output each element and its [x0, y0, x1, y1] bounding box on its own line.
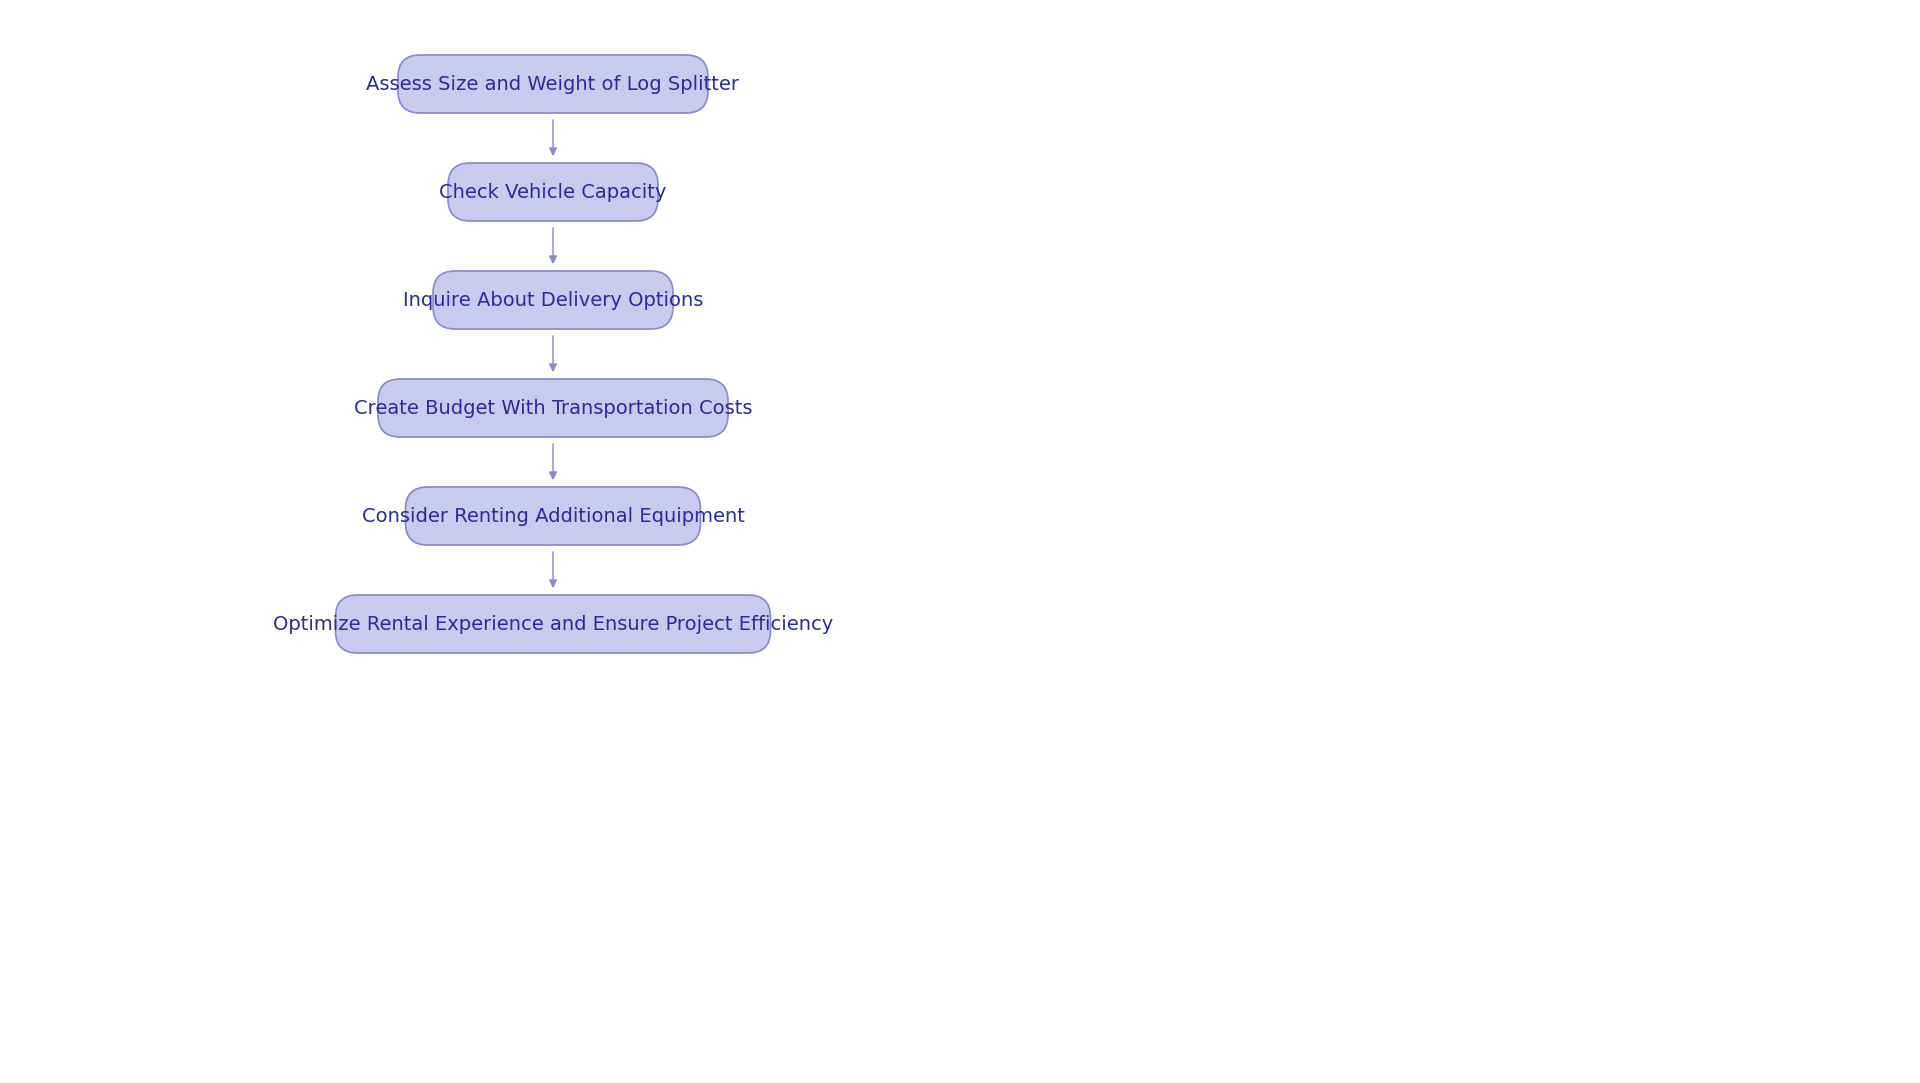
FancyBboxPatch shape — [378, 379, 728, 438]
Text: Assess Size and Weight of Log Splitter: Assess Size and Weight of Log Splitter — [367, 75, 739, 93]
Text: Create Budget With Transportation Costs: Create Budget With Transportation Costs — [353, 399, 753, 418]
FancyBboxPatch shape — [447, 164, 659, 221]
FancyBboxPatch shape — [336, 595, 770, 653]
Text: Optimize Rental Experience and Ensure Project Efficiency: Optimize Rental Experience and Ensure Pr… — [273, 614, 833, 634]
Text: Consider Renting Additional Equipment: Consider Renting Additional Equipment — [361, 507, 745, 525]
Text: Inquire About Delivery Options: Inquire About Delivery Options — [403, 290, 703, 310]
FancyBboxPatch shape — [397, 55, 708, 113]
FancyBboxPatch shape — [434, 271, 674, 329]
Text: Check Vehicle Capacity: Check Vehicle Capacity — [440, 183, 666, 201]
FancyBboxPatch shape — [405, 487, 701, 545]
